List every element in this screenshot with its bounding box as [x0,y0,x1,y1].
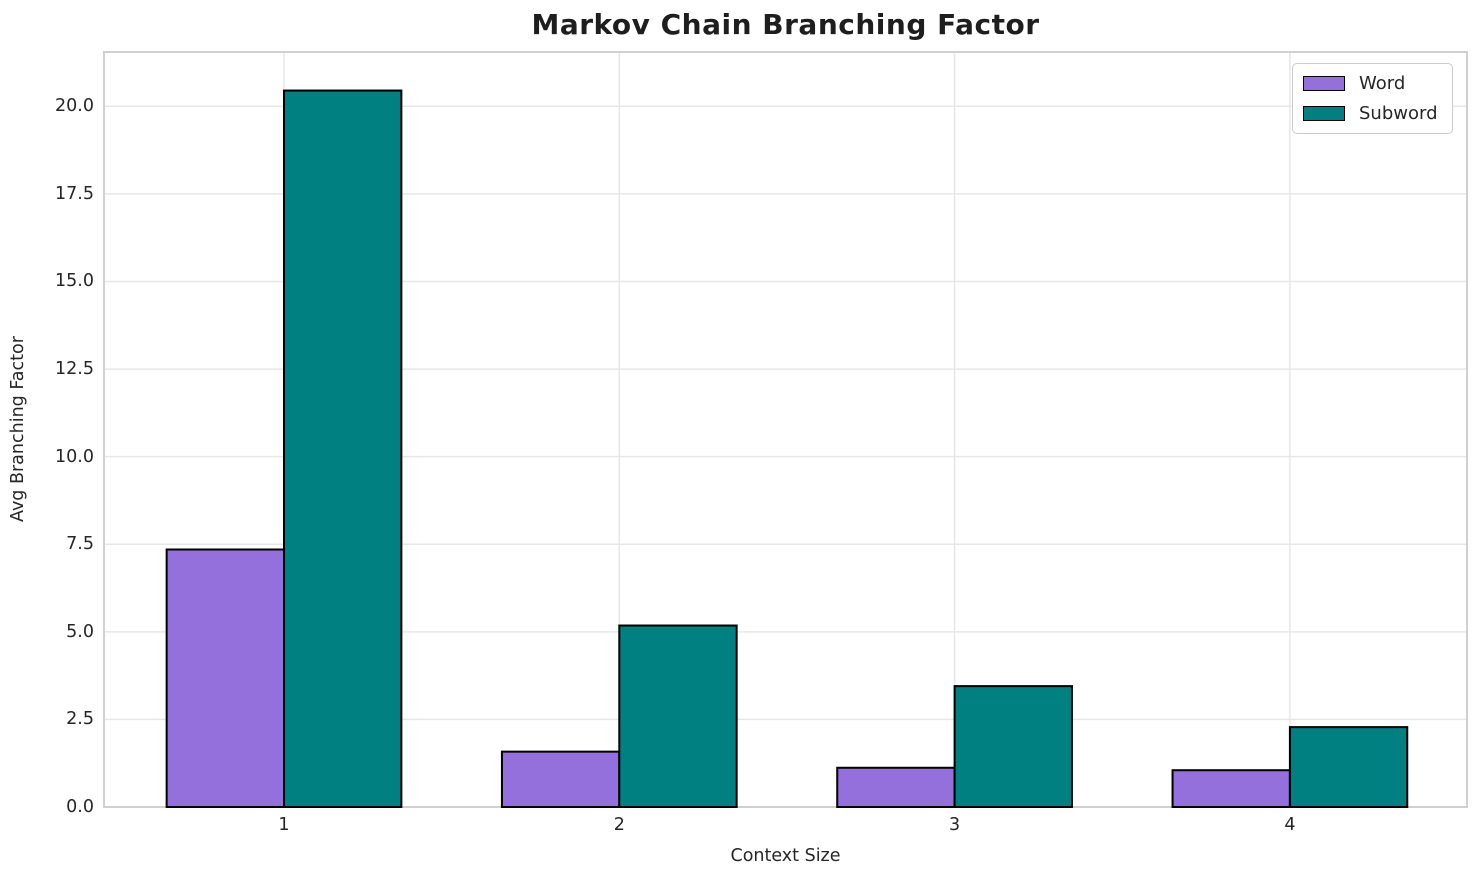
x-tick-label: 1 [278,815,290,835]
subword-swatch [1303,106,1345,121]
y-tick-label: 15.0 [55,271,94,292]
bar-word-4 [1171,769,1291,808]
y-tick-label: 0.0 [66,797,94,817]
bar-subword-1 [283,89,403,809]
bar-word-2 [500,750,621,809]
x-axis-label: Context Size [730,846,841,866]
legend-item-subword: Subword [1303,103,1438,124]
y-tick-label: 20.0 [55,96,94,117]
x-tick-label: 3 [949,815,961,835]
legend: Word Subword [1292,63,1453,134]
bar-subword-4 [1288,726,1409,809]
bar-word-3 [836,766,956,809]
bar-subword-3 [953,685,1073,809]
x-tick-label: 4 [1284,815,1296,835]
y-tick-label: 7.5 [66,534,94,555]
legend-label-word: Word [1359,73,1406,94]
legend-item-word: Word [1303,73,1438,94]
plot-border [103,51,1468,808]
y-axis-label: Avg Branching Factor [8,336,28,523]
chart-title: Markov Chain Branching Factor [531,8,1040,41]
y-tick-label: 17.5 [55,183,94,204]
legend-label-subword: Subword [1359,103,1438,124]
y-tick-label: 5.0 [66,621,94,642]
x-tick-label: 2 [613,815,625,835]
word-swatch [1303,76,1345,91]
bar-subword-2 [618,624,738,808]
bar-word-1 [165,548,286,808]
y-tick-label: 12.5 [55,359,94,380]
y-tick-label: 2.5 [66,709,94,730]
y-tick-label: 10.0 [55,446,94,467]
